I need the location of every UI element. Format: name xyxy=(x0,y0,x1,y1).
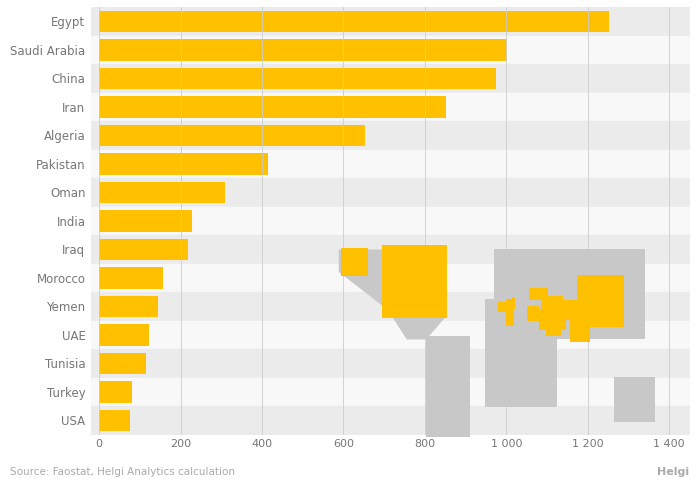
Bar xyxy=(91,406,690,435)
Bar xyxy=(91,64,690,93)
Polygon shape xyxy=(543,250,645,340)
FancyBboxPatch shape xyxy=(539,310,559,330)
FancyBboxPatch shape xyxy=(527,306,539,322)
Bar xyxy=(99,39,507,61)
Polygon shape xyxy=(339,250,446,340)
Bar xyxy=(99,353,146,374)
Bar xyxy=(91,207,690,235)
Bar xyxy=(99,296,158,317)
Bar xyxy=(99,153,268,175)
FancyBboxPatch shape xyxy=(554,315,557,322)
Bar xyxy=(99,239,188,260)
FancyBboxPatch shape xyxy=(541,298,551,311)
Bar xyxy=(91,93,690,121)
Bar xyxy=(99,410,130,431)
FancyBboxPatch shape xyxy=(498,302,509,313)
Bar xyxy=(99,267,164,289)
Text: Source: Faostat, Helgi Analytics calculation: Source: Faostat, Helgi Analytics calcula… xyxy=(10,467,235,477)
Text: Helgi: Helgi xyxy=(657,467,690,477)
Bar xyxy=(99,125,365,146)
FancyBboxPatch shape xyxy=(529,288,547,300)
FancyBboxPatch shape xyxy=(562,300,579,320)
Bar xyxy=(99,96,446,118)
Bar xyxy=(99,11,609,32)
FancyBboxPatch shape xyxy=(512,298,514,310)
Bar xyxy=(91,150,690,178)
Bar xyxy=(91,378,690,406)
FancyBboxPatch shape xyxy=(382,245,447,318)
Bar xyxy=(91,292,690,321)
Polygon shape xyxy=(484,299,557,407)
Bar xyxy=(99,210,192,232)
FancyBboxPatch shape xyxy=(506,299,514,326)
Bar xyxy=(91,321,690,349)
Polygon shape xyxy=(494,250,543,302)
Bar xyxy=(91,121,690,150)
Polygon shape xyxy=(614,377,654,422)
FancyBboxPatch shape xyxy=(546,327,561,337)
Bar xyxy=(91,264,690,292)
Bar xyxy=(99,381,132,403)
Bar xyxy=(91,235,690,264)
Polygon shape xyxy=(426,337,470,437)
Bar xyxy=(99,182,225,203)
Polygon shape xyxy=(341,248,368,276)
Bar xyxy=(91,36,690,64)
Bar xyxy=(91,7,690,36)
FancyBboxPatch shape xyxy=(554,317,566,330)
Bar xyxy=(91,349,690,378)
Bar xyxy=(99,68,496,89)
Bar xyxy=(99,324,149,346)
FancyBboxPatch shape xyxy=(577,275,624,327)
Bar xyxy=(91,178,690,207)
FancyBboxPatch shape xyxy=(547,296,564,317)
FancyBboxPatch shape xyxy=(570,300,589,342)
